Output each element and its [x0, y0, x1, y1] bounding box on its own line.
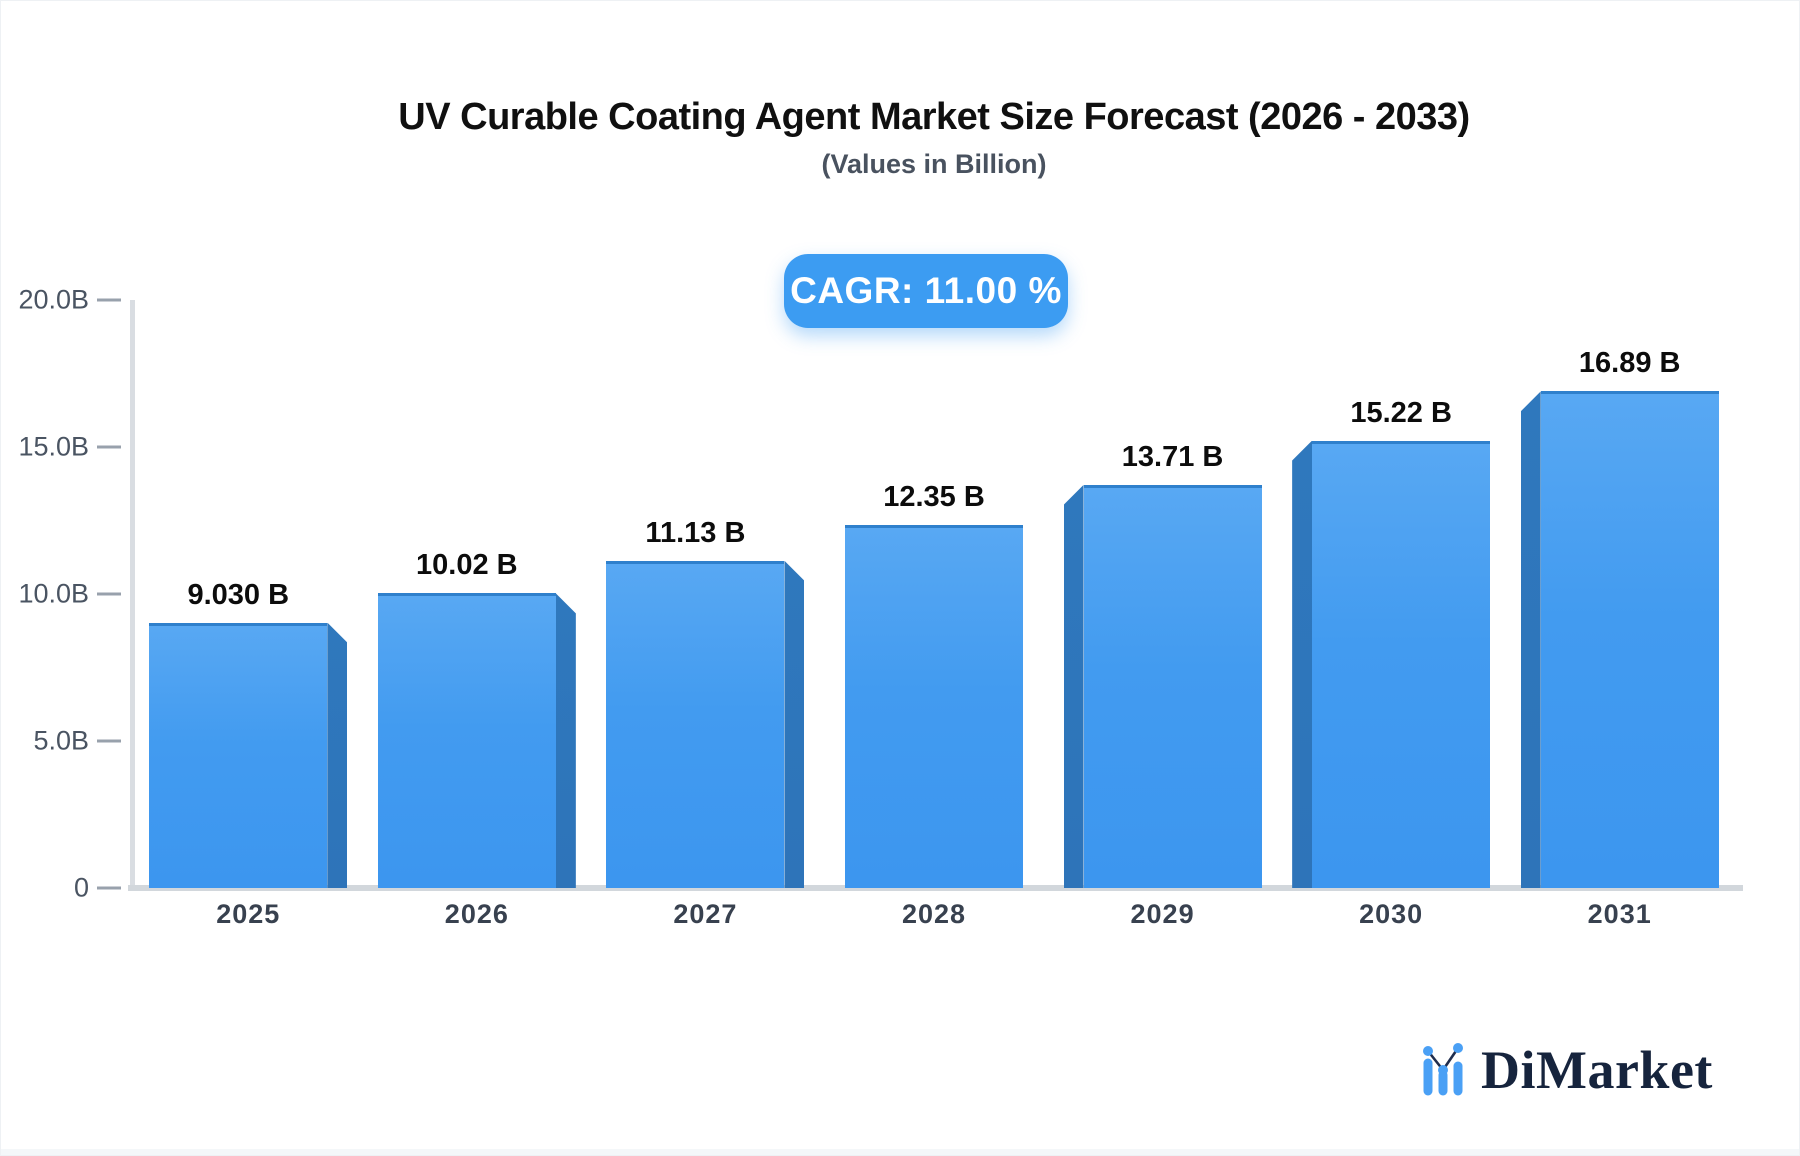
x-tick-label-2027: 2027	[673, 899, 738, 929]
y-tick-dash	[97, 298, 121, 302]
bar-side-2025	[327, 622, 348, 888]
bar-2029	[1083, 484, 1262, 888]
value-label-2026: 10.02 B	[416, 549, 518, 582]
y-tick-dash	[97, 739, 121, 743]
bar-chart-trend-icon	[1423, 1043, 1463, 1096]
x-tick-label-2026: 2026	[444, 899, 509, 929]
bar-side-2029	[1063, 484, 1084, 888]
value-label-2030: 15.22 B	[1350, 396, 1452, 429]
y-tick-label: 20.0B	[18, 284, 89, 315]
y-tick-dash	[97, 592, 121, 596]
chart-title: UV Curable Coating Agent Market Size For…	[398, 96, 1470, 138]
bar-side-2027	[784, 560, 805, 888]
bar-2031	[1540, 391, 1719, 888]
bar-2030	[1312, 440, 1491, 888]
x-tick-label-2031: 2031	[1587, 899, 1652, 929]
bar-2026	[377, 593, 556, 888]
x-tick-label-2028: 2028	[901, 899, 967, 929]
bar-side-2030	[1292, 440, 1313, 888]
value-label-2028: 12.35 B	[883, 480, 985, 513]
bar-2025	[149, 622, 328, 888]
bar-side-2031	[1520, 391, 1541, 888]
value-label-2031: 16.89 B	[1578, 347, 1681, 380]
bar-2028	[845, 524, 1023, 888]
y-tick-label: 0	[73, 872, 89, 903]
x-tick-label-2030: 2030	[1359, 899, 1424, 929]
y-axis-line	[130, 300, 135, 888]
bar-2027	[606, 560, 785, 888]
x-tick-label-2025: 2025	[216, 899, 281, 929]
cagr-badge-label: CAGR: 11.00 %	[790, 270, 1062, 311]
cagr-badge: CAGR: 11.00 %	[784, 254, 1068, 328]
value-label-2029: 13.71 B	[1121, 440, 1224, 473]
y-tick-label: 5.0B	[33, 725, 89, 756]
x-axis-line	[128, 885, 1743, 891]
y-tick-dash	[97, 886, 121, 890]
value-label-2025: 9.030 B	[187, 578, 290, 611]
x-tick-label-2029: 2029	[1130, 899, 1195, 929]
y-tick-label: 15.0B	[18, 431, 89, 462]
bar-side-2026	[555, 593, 576, 888]
value-label-2027: 11.13 B	[645, 516, 746, 549]
y-tick-label: 10.0B	[18, 578, 89, 609]
chart-subtitle: (Values in Billion)	[821, 149, 1047, 179]
page-bottom-strip	[1, 1149, 1799, 1155]
brand-logo: DiMarket	[1419, 1039, 1713, 1097]
y-tick-dash	[97, 445, 121, 449]
brand-name: DiMarket	[1481, 1040, 1713, 1100]
